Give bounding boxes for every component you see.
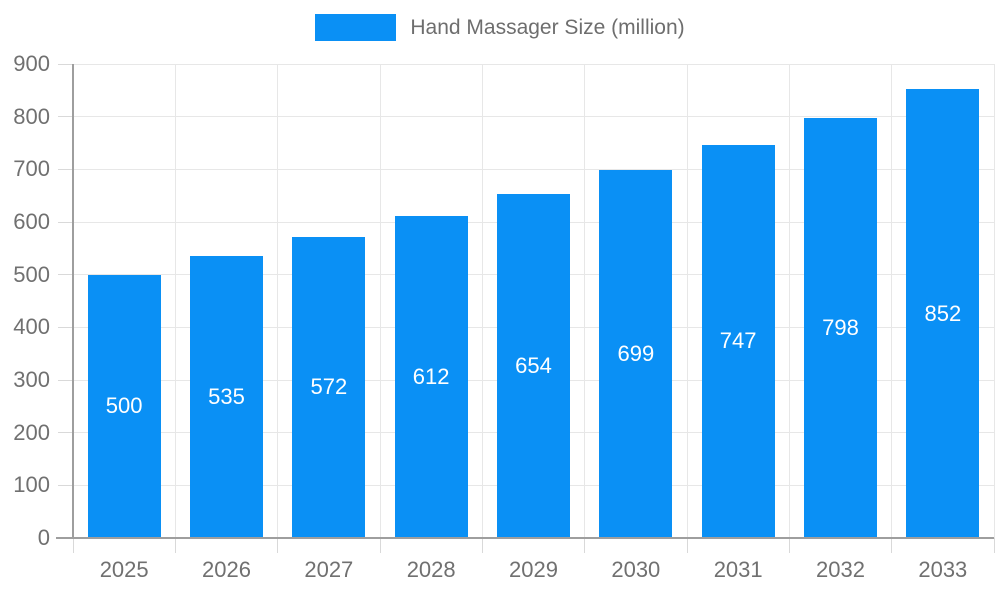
- y-axis-tick-label: 600: [13, 209, 50, 234]
- y-axis-tick: [58, 116, 72, 118]
- bar-value-label: 535: [208, 384, 245, 410]
- bar[interactable]: 535: [190, 256, 263, 538]
- gridline-vertical: [174, 64, 176, 538]
- bar[interactable]: 500: [87, 274, 161, 538]
- bar[interactable]: 612: [394, 215, 468, 538]
- bar-value-label: 798: [822, 314, 859, 340]
- bar-value-label: 500: [105, 393, 143, 419]
- x-axis-tick-label: 2028: [406, 557, 456, 582]
- gridline-horizontal: [73, 116, 994, 118]
- y-axis-tick-label: 200: [13, 419, 50, 445]
- x-axis-tick-label: 2025: [99, 557, 149, 582]
- x-axis-tick: [481, 538, 483, 553]
- bar-value-label: 699: [617, 340, 655, 366]
- bar-value-label: 572: [310, 374, 348, 400]
- gridline-vertical: [891, 64, 893, 538]
- y-axis-tick-label: 300: [13, 367, 50, 392]
- x-axis-tick-label: 2033: [918, 557, 968, 582]
- y-axis-tick: [58, 221, 72, 223]
- bar[interactable]: 572: [292, 236, 366, 538]
- y-axis-tick-label: 900: [13, 51, 50, 76]
- legend-item[interactable]: Hand Massager Size (million): [315, 14, 685, 41]
- x-axis-line: [56, 537, 994, 539]
- x-axis-tick-label: 2030: [611, 557, 661, 582]
- gridline-horizontal: [73, 63, 994, 65]
- y-axis-line: [72, 64, 74, 538]
- gridline-vertical: [788, 64, 790, 538]
- bar[interactable]: 699: [599, 169, 673, 538]
- bar-value-label: 612: [412, 363, 450, 389]
- y-axis-tick-label: 700: [13, 156, 50, 182]
- y-axis-tick: [58, 379, 72, 381]
- bar[interactable]: 798: [804, 117, 877, 538]
- bar[interactable]: 852: [906, 89, 980, 538]
- bar-value-label: 654: [515, 352, 552, 378]
- x-axis-tick: [584, 538, 586, 553]
- bar[interactable]: 654: [497, 193, 570, 538]
- x-axis-tick: [174, 538, 176, 553]
- x-axis-tick: [72, 538, 74, 553]
- gridline-vertical: [379, 64, 381, 538]
- x-axis-tick: [788, 538, 790, 553]
- y-axis-tick-label: 800: [13, 103, 50, 129]
- plot-area: 500 535 572 612 654 699 747 798 852: [73, 63, 995, 538]
- gridline-vertical: [993, 64, 995, 538]
- y-axis-tick: [58, 168, 72, 170]
- y-axis-tick: [58, 484, 72, 486]
- x-axis-tick-label: 2027: [304, 557, 354, 582]
- bar[interactable]: 747: [701, 144, 775, 538]
- legend: Hand Massager Size (million): [0, 14, 1000, 41]
- gridline-vertical: [584, 64, 586, 538]
- y-axis-tick-label: 400: [13, 314, 50, 340]
- y-axis-tick-label: 100: [13, 472, 50, 498]
- y-axis-tick: [58, 274, 72, 276]
- y-axis-tick-label: 500: [13, 261, 50, 287]
- x-axis-tick-label: 2026: [202, 557, 251, 582]
- gridline-vertical: [481, 64, 483, 538]
- y-axis-tick: [58, 326, 72, 328]
- gridline-vertical: [686, 64, 688, 538]
- legend-swatch-icon: [315, 14, 397, 41]
- x-axis-tick: [379, 538, 381, 553]
- x-axis-tick-label: 2031: [713, 557, 763, 582]
- bar-value-label: 747: [719, 328, 757, 354]
- y-axis-tick-label: 0: [37, 525, 50, 550]
- bar-value-label: 852: [924, 300, 962, 326]
- x-axis-tick-label: 2032: [816, 557, 865, 582]
- y-axis-tick: [58, 63, 72, 65]
- legend-label: Hand Massager Size (million): [410, 15, 685, 39]
- x-axis-tick: [686, 538, 688, 553]
- x-axis-tick: [277, 538, 279, 553]
- gridline-vertical: [277, 64, 279, 538]
- gridline-horizontal: [73, 168, 994, 170]
- y-axis-tick: [58, 432, 72, 434]
- x-axis-tick: [993, 538, 995, 553]
- x-axis-tick-label: 2029: [509, 557, 558, 582]
- x-axis-tick: [891, 538, 893, 553]
